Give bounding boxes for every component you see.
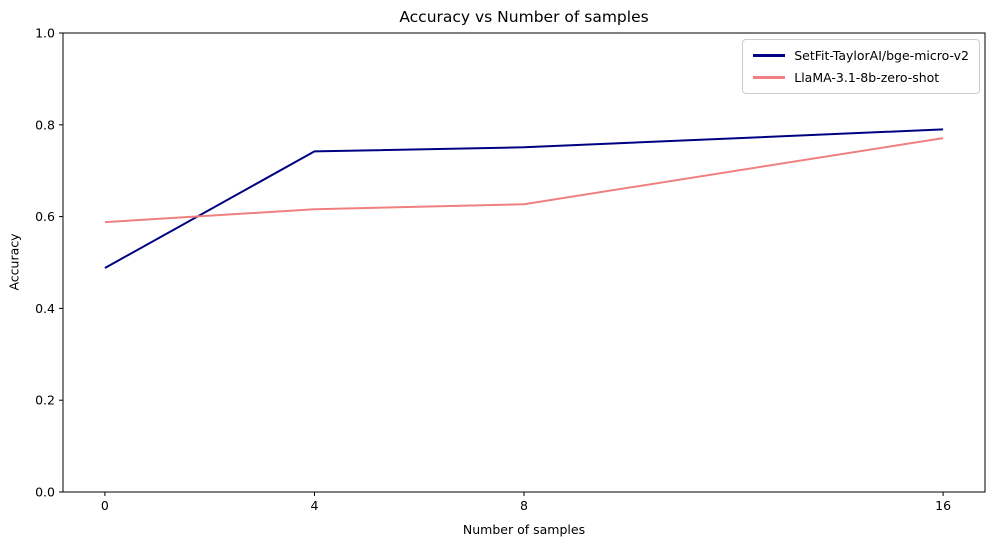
legend-item-setfit: SetFit-TaylorAI/bge-micro-v2 [753,48,969,63]
y-tick-label: 1.0 [35,26,55,41]
x-tick-label: 8 [520,498,528,513]
chart-title: Accuracy vs Number of samples [399,8,649,26]
legend: SetFit-TaylorAI/bge-micro-v2 LlaMA-3.1-8… [742,39,980,94]
x-tick-label: 16 [935,498,951,513]
legend-line-sample-coral [753,76,786,79]
series-line-1 [104,137,944,224]
axes-frame [62,32,986,493]
series-line-0 [104,128,944,269]
y-tick-label: 0.2 [35,393,55,408]
legend-line-sample-navy [753,54,786,57]
x-tick-label: 0 [101,498,109,513]
legend-label-setfit: SetFit-TaylorAI/bge-micro-v2 [794,48,969,63]
y-axis-label: Accuracy [6,233,22,291]
x-tick-label: 4 [310,498,318,513]
y-tick-label: 0.0 [35,485,55,500]
legend-item-llama: LlaMA-3.1-8b-zero-shot [753,70,969,85]
x-axis-label: Number of samples [462,522,586,537]
y-tick-label: 0.4 [35,301,55,316]
y-tick-label: 0.6 [35,209,55,224]
y-tick-label: 0.8 [35,117,55,132]
legend-label-llama: LlaMA-3.1-8b-zero-shot [794,70,940,85]
